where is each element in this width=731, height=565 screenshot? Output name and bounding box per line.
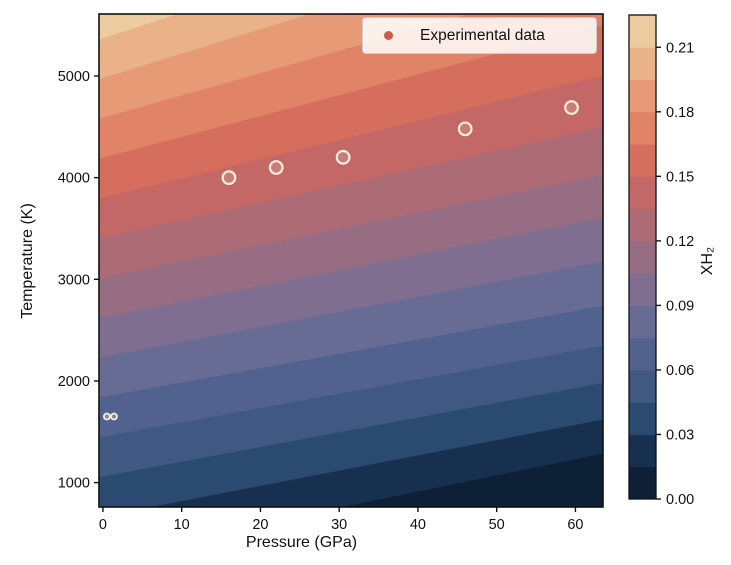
legend-label: Experimental data (420, 26, 545, 44)
colorbar-band (629, 111, 656, 145)
colorbar-title: XH₂ (699, 246, 716, 276)
x-tick-label: 40 (410, 517, 426, 533)
colorbar-band (629, 337, 656, 371)
x-tick-label: 0 (99, 517, 107, 533)
colorbar-band (629, 176, 656, 210)
scatter-point-small (102, 412, 111, 421)
colorbar-band (629, 273, 656, 306)
colorbar-band (629, 208, 656, 242)
scatter-point (221, 170, 237, 186)
scatter-point (335, 149, 351, 165)
x-tick-label: 30 (331, 517, 347, 533)
legend: Experimental data (362, 17, 597, 54)
colorbar-band (629, 15, 656, 48)
colorbar-tick-label: 0.09 (666, 298, 694, 314)
colorbar-tick-label: 0.21 (666, 40, 694, 56)
colorbar-tick-label: 0.12 (666, 234, 694, 250)
colorbar-tick-label: 0.15 (666, 169, 694, 185)
colorbar-band (629, 47, 656, 81)
colorbar-band (629, 369, 656, 403)
colorbar-band (629, 402, 656, 435)
contour-band (99, 14, 310, 80)
colorbar-band (629, 434, 656, 468)
colorbar-tick-label: 0.03 (666, 427, 694, 443)
contour-band (99, 14, 178, 40)
scatter-point (268, 160, 284, 175)
y-axis-title: Temperature (K) (19, 203, 36, 319)
x-tick-label: 60 (567, 517, 583, 533)
colorbar-tick-label: 0.18 (666, 105, 694, 121)
scatter-point-small (110, 412, 118, 421)
colorbar-frame (628, 14, 657, 500)
x-tick-label: 10 (174, 517, 190, 533)
y-tick-label: 4000 (58, 171, 90, 187)
colorbar-band (629, 240, 656, 274)
y-tick-label: 2000 (58, 374, 90, 390)
scatter-point (457, 121, 473, 137)
y-tick-label: 3000 (58, 272, 90, 288)
legend-marker-dot-icon (384, 31, 393, 40)
y-tick-label: 5000 (58, 69, 90, 85)
x-axis-title: Pressure (GPa) (245, 534, 358, 551)
x-tick-label: 20 (252, 517, 268, 533)
colorbar-band (629, 305, 656, 339)
colorbar-tick-label: 0.00 (666, 492, 694, 508)
y-tick-label: 1000 (58, 476, 90, 492)
colorbar-tick-label: 0.06 (666, 363, 694, 379)
scatter-point (564, 100, 579, 115)
colorbar-band (629, 144, 656, 177)
plot-frame (98, 13, 604, 508)
colorbar-band (629, 466, 656, 500)
colorbar-band (629, 79, 656, 113)
x-tick-label: 50 (489, 517, 505, 533)
